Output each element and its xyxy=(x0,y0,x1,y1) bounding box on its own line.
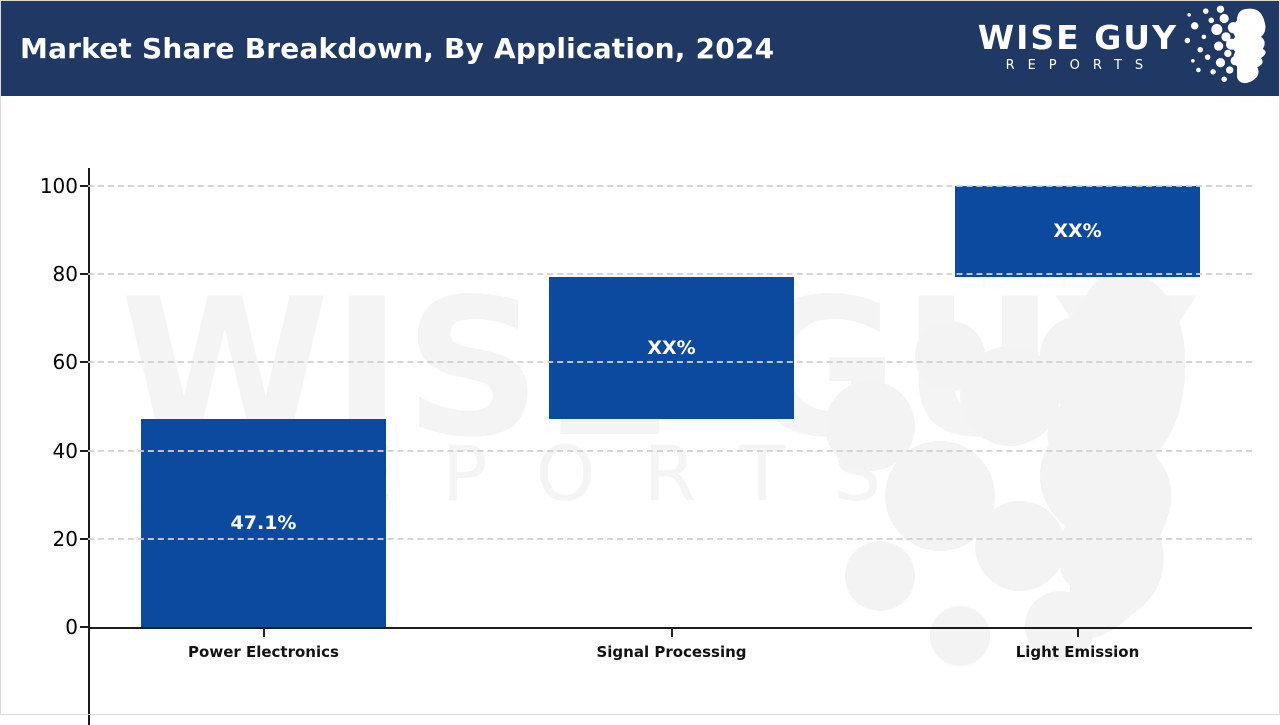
logo-subtitle: REPORTS xyxy=(1005,58,1157,73)
gridline xyxy=(88,185,1252,187)
x-tick-mark xyxy=(670,629,673,637)
gridline xyxy=(88,537,1252,540)
y-tick-mark xyxy=(80,449,88,452)
y-tick-mark xyxy=(80,537,88,540)
logo-wordmark: WISE GUY xyxy=(977,18,1178,57)
x-tick-mark xyxy=(262,629,265,637)
gridline xyxy=(88,449,1252,452)
gridline xyxy=(88,361,1252,364)
bar-segment xyxy=(141,419,386,627)
y-tick-mark xyxy=(80,361,88,364)
y-tick-label: 0 xyxy=(65,615,78,639)
x-category-label: Power Electronics xyxy=(188,643,339,661)
y-tick-mark xyxy=(80,273,88,276)
page-title: Market Share Breakdown, By Application, … xyxy=(20,31,775,65)
x-category-label: Light Emission xyxy=(1015,643,1140,661)
y-tick-mark xyxy=(80,185,88,187)
logo-text: WISE GUY REPORTS xyxy=(978,21,1178,75)
y-tick-mark xyxy=(80,626,88,628)
header: Market Share Breakdown, By Application, … xyxy=(0,0,1280,96)
y-tick-label: 60 xyxy=(52,350,78,375)
y-tick-label: 20 xyxy=(52,526,78,551)
x-category-label: Signal Processing xyxy=(596,643,747,661)
y-tick-label: 80 xyxy=(52,262,78,287)
bar-value-label: 47.1% xyxy=(230,512,297,535)
wiseguy-logo: WISE GUY REPORTS xyxy=(978,0,1272,96)
x-tick-mark xyxy=(1076,629,1079,637)
bar-segment xyxy=(549,276,794,420)
y-axis-line xyxy=(88,168,90,725)
watermark-head-icon xyxy=(825,266,1186,666)
bar-value-label: XX% xyxy=(647,337,696,360)
logo-head-icon xyxy=(1184,5,1266,84)
bar-segment xyxy=(955,186,1200,277)
y-tick-label: 100 xyxy=(39,174,78,198)
y-tick-label: 40 xyxy=(52,438,78,463)
bar-value-label: XX% xyxy=(1053,220,1102,243)
x-axis-line xyxy=(88,627,1252,629)
gridline xyxy=(88,273,1252,276)
